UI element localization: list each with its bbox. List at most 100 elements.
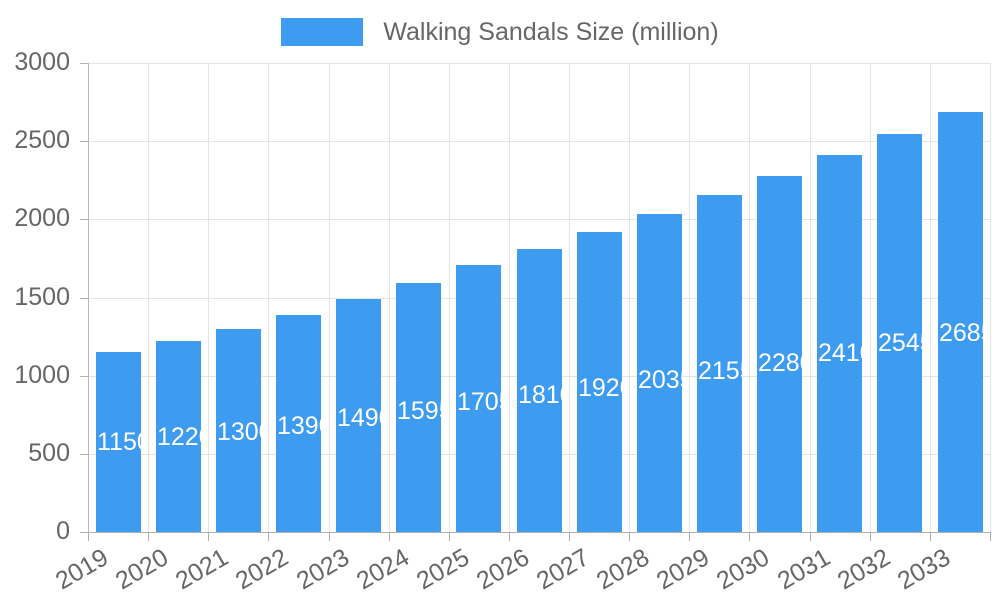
bar[interactable]: 2280: [757, 175, 802, 532]
y-axis-tick-mark: [80, 63, 88, 64]
x-axis-tick-label: 2024: [351, 543, 414, 596]
bar-value-label: 1390: [277, 413, 321, 439]
x-axis-tick-label: 2027: [531, 543, 595, 596]
x-axis-tick-mark: [208, 532, 209, 541]
x-axis-tick-label: 2028: [592, 543, 655, 596]
x-axis-tick-label: 2032: [832, 543, 895, 596]
gridline-vertical: [329, 63, 330, 532]
legend-swatch-walking-sandals-size[interactable]: [281, 18, 364, 46]
x-axis-tick-mark: [749, 532, 750, 541]
bar[interactable]: 1490: [336, 299, 381, 532]
gridline-horizontal: [80, 532, 990, 533]
gridline-vertical: [870, 63, 871, 532]
gridline-vertical: [148, 63, 149, 532]
gridline-vertical: [208, 63, 209, 532]
x-axis-tick-mark: [689, 532, 690, 541]
gridline-vertical: [990, 63, 991, 532]
bar[interactable]: 2410: [817, 155, 862, 532]
bar-value-label: 1490: [337, 406, 381, 432]
bar-value-label: 1150: [97, 430, 141, 456]
y-axis-tick-mark: [80, 141, 88, 143]
y-axis-tick-label: 0: [56, 517, 70, 545]
gridline-vertical: [449, 63, 450, 532]
x-axis-tick-mark: [389, 532, 390, 541]
x-axis-tick-mark: [629, 532, 630, 541]
y-axis-tick-label: 2500: [14, 126, 70, 155]
x-axis-tick-mark: [930, 532, 931, 541]
bar[interactable]: 1300: [216, 328, 261, 532]
x-axis-tick-mark: [268, 532, 269, 541]
x-axis-tick-mark: [449, 532, 450, 541]
gridline-horizontal: [88, 141, 990, 143]
x-axis-tick-mark: [148, 532, 149, 541]
gridline-horizontal: [88, 219, 990, 221]
bar[interactable]: 1390: [276, 314, 321, 532]
x-axis-tick-label: 2030: [712, 543, 775, 596]
x-axis-tick-mark: [870, 532, 871, 541]
x-axis-tick-mark: [990, 532, 991, 541]
bar-value-label: 1595: [397, 398, 441, 424]
x-axis-tick-mark: [329, 532, 330, 541]
x-axis-tick-label: 2019: [50, 543, 113, 596]
y-axis-tick-mark: [80, 219, 88, 221]
bar-value-label: 2685: [939, 321, 983, 347]
x-axis-tick-mark: [810, 532, 811, 541]
bar-value-label: 1810: [518, 383, 562, 409]
gridline-vertical: [749, 63, 750, 532]
bar[interactable]: 2155: [697, 195, 742, 532]
x-axis-tick-label: 2021: [171, 543, 234, 596]
bar-value-label: 1920: [578, 375, 622, 401]
x-axis-tick-label: 2029: [652, 543, 715, 596]
bar[interactable]: 1220: [156, 341, 201, 532]
bar[interactable]: 2685: [938, 112, 983, 532]
bar[interactable]: 1920: [577, 231, 622, 532]
gridline-vertical: [689, 63, 690, 532]
bar[interactable]: 2545: [877, 134, 922, 532]
bar-value-label: 2410: [818, 341, 862, 367]
bar-value-label: 2035: [638, 367, 682, 393]
x-axis-tick-label: 2023: [291, 543, 354, 596]
bar[interactable]: 1595: [396, 282, 441, 532]
gridline-vertical: [569, 63, 570, 532]
bar[interactable]: 1810: [517, 249, 562, 532]
gridline-vertical: [88, 63, 89, 532]
gridline-horizontal: [88, 63, 990, 64]
x-axis-tick-label: 2020: [110, 543, 174, 596]
x-axis-tick-label: 2022: [231, 543, 294, 596]
y-axis-tick-label: 2000: [14, 204, 70, 233]
y-axis-tick-mark: [80, 532, 88, 533]
bar-value-label: 1300: [217, 419, 261, 445]
x-axis-tick-label: 2033: [892, 543, 955, 596]
plot-area: 0 500 1000 1500 2000 2500 3000 1150 2019 1220 2020…: [14, 50, 991, 595]
x-axis-tick-mark: [509, 532, 510, 541]
legend-label-walking-sandals-size[interactable]: Walking Sandals Size (million): [383, 17, 719, 46]
y-axis-tick-mark: [80, 375, 88, 377]
gridline-vertical: [629, 63, 630, 532]
y-axis-tick-mark: [80, 297, 88, 299]
bar[interactable]: 1150: [96, 352, 141, 532]
gridline-vertical: [389, 63, 390, 532]
bar[interactable]: 1705: [456, 265, 501, 532]
x-axis-tick-label: 2031: [772, 543, 835, 596]
bar-value-label: 1705: [457, 390, 501, 416]
y-axis-tick-label: 1000: [14, 360, 70, 389]
x-axis-tick-mark: [88, 532, 89, 541]
gridline-vertical: [268, 63, 269, 532]
y-axis-tick-label: 3000: [14, 48, 70, 76]
y-axis-tick-mark: [80, 453, 88, 455]
bar-value-label: 2280: [758, 350, 802, 376]
y-axis-tick-label: 500: [28, 438, 70, 467]
x-axis-tick-mark: [569, 532, 570, 541]
gridline-vertical: [930, 63, 931, 532]
gridline-vertical: [509, 63, 510, 532]
bar[interactable]: 2035: [637, 213, 682, 532]
x-axis-tick-label: 2025: [411, 543, 474, 596]
x-axis-tick-label: 2026: [471, 543, 534, 596]
gridline-vertical: [810, 63, 811, 532]
bar-value-label: 1220: [157, 425, 201, 451]
y-axis-tick-label: 1500: [14, 282, 70, 311]
bar-value-label: 2155: [698, 359, 742, 385]
chart-legend: Walking Sandals Size (million): [0, 10, 1000, 54]
bar-value-label: 2545: [878, 331, 922, 357]
